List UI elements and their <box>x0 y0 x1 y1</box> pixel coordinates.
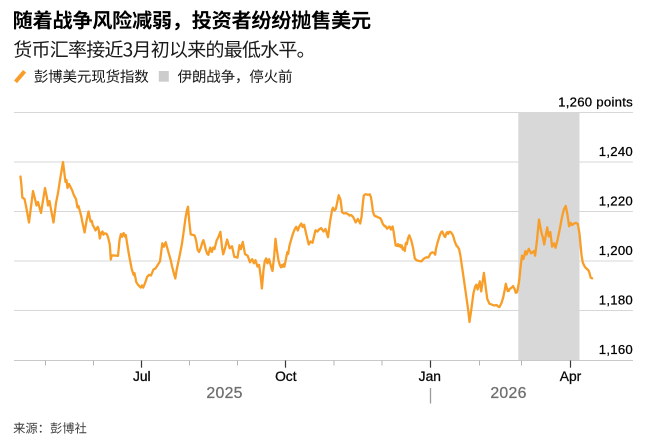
svg-text:Oct: Oct <box>275 369 297 384</box>
svg-text:1,240: 1,240 <box>599 144 633 159</box>
svg-text:Jan: Jan <box>419 369 441 384</box>
svg-text:2026: 2026 <box>490 385 526 402</box>
svg-text:1,160: 1,160 <box>599 342 633 357</box>
svg-text:1,220: 1,220 <box>599 194 633 209</box>
svg-text:1,180: 1,180 <box>599 293 633 308</box>
svg-text:Jul: Jul <box>133 369 151 384</box>
svg-text:2025: 2025 <box>206 385 242 402</box>
svg-text:1,260 points: 1,260 points <box>558 95 633 110</box>
svg-text:1,200: 1,200 <box>599 243 633 258</box>
svg-text:Apr: Apr <box>560 369 582 384</box>
